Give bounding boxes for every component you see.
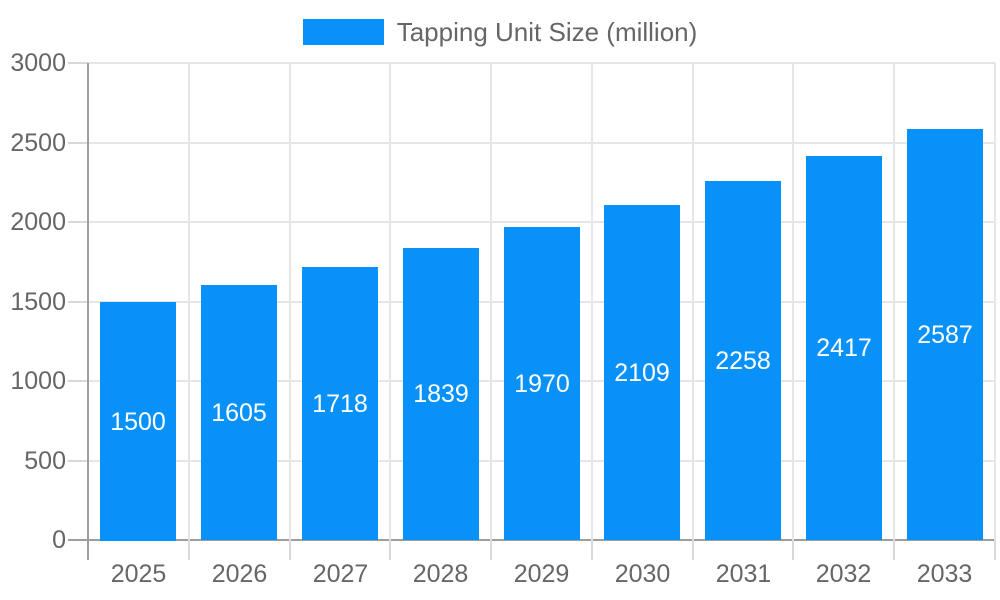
bar[interactable]: 1839 (403, 248, 479, 540)
y-axis-tick (68, 62, 88, 64)
bar-value-label: 2258 (715, 346, 771, 375)
gridline-vertical (792, 63, 794, 540)
bar[interactable]: 1718 (302, 267, 378, 540)
x-axis-label: 2032 (815, 560, 872, 588)
bar[interactable]: 2109 (604, 205, 680, 540)
gridline-vertical (188, 63, 190, 540)
x-axis-line (68, 539, 995, 541)
gridline-vertical (389, 63, 391, 540)
bar[interactable]: 2258 (705, 181, 781, 540)
bar[interactable]: 2587 (907, 129, 983, 540)
bar-value-label: 2587 (917, 320, 973, 349)
bar-value-label: 1839 (413, 380, 469, 408)
legend[interactable]: Tapping Unit Size (million) (0, 17, 1000, 47)
y-axis-label: 3000 (10, 49, 66, 77)
bar-value-label: 2109 (614, 358, 670, 387)
y-axis-line (87, 63, 89, 560)
bar[interactable]: 1605 (201, 285, 277, 540)
x-axis-label: 2027 (312, 560, 369, 588)
bar-value-label: 2417 (816, 334, 872, 362)
y-axis-label: 1500 (10, 288, 66, 316)
x-axis-label: 2030 (614, 560, 671, 588)
x-axis-tick (188, 540, 190, 560)
x-axis-label: 2031 (715, 560, 772, 588)
gridline-horizontal (88, 221, 995, 223)
gridline-vertical (591, 63, 593, 540)
x-axis-tick (792, 540, 794, 560)
y-axis-label: 500 (24, 447, 66, 475)
x-axis-tick (591, 540, 593, 560)
x-axis-tick (289, 540, 291, 560)
x-axis-label: 2026 (211, 560, 268, 588)
x-axis-label: 2033 (916, 560, 973, 588)
legend-swatch-icon (302, 19, 384, 45)
y-axis-tick (68, 380, 88, 382)
gridline-vertical (692, 63, 694, 540)
bar-value-label: 1605 (211, 398, 267, 427)
x-axis-label: 2025 (110, 560, 167, 588)
x-axis-label: 2028 (412, 560, 469, 588)
y-axis-label: 2000 (10, 208, 66, 236)
bar-value-label: 1500 (110, 407, 166, 436)
y-axis-label: 1000 (10, 367, 66, 395)
y-axis-tick (68, 301, 88, 303)
x-axis-label: 2029 (513, 560, 570, 588)
y-axis-tick (68, 221, 88, 223)
x-axis-tick (490, 540, 492, 560)
gridline-vertical (289, 63, 291, 540)
y-axis-label: 2500 (10, 129, 66, 157)
gridline-horizontal (88, 142, 995, 144)
y-axis-label: 0 (52, 526, 66, 554)
y-axis-tick (68, 142, 88, 144)
gridline-vertical (893, 63, 895, 540)
bar-value-label: 1718 (312, 389, 368, 418)
bar[interactable]: 1500 (100, 302, 176, 541)
gridline-horizontal (88, 62, 995, 64)
x-axis-tick (389, 540, 391, 560)
gridline-vertical (490, 63, 492, 540)
legend-label: Tapping Unit Size (million) (396, 17, 698, 47)
x-axis-tick (893, 540, 895, 560)
bar-value-label: 1970 (514, 369, 570, 398)
x-axis-tick (994, 540, 996, 560)
gridline-vertical (994, 63, 996, 540)
x-axis-tick (692, 540, 694, 560)
bar[interactable]: 1970 (504, 227, 580, 540)
bar[interactable]: 2417 (806, 156, 882, 540)
y-axis-tick (68, 460, 88, 462)
